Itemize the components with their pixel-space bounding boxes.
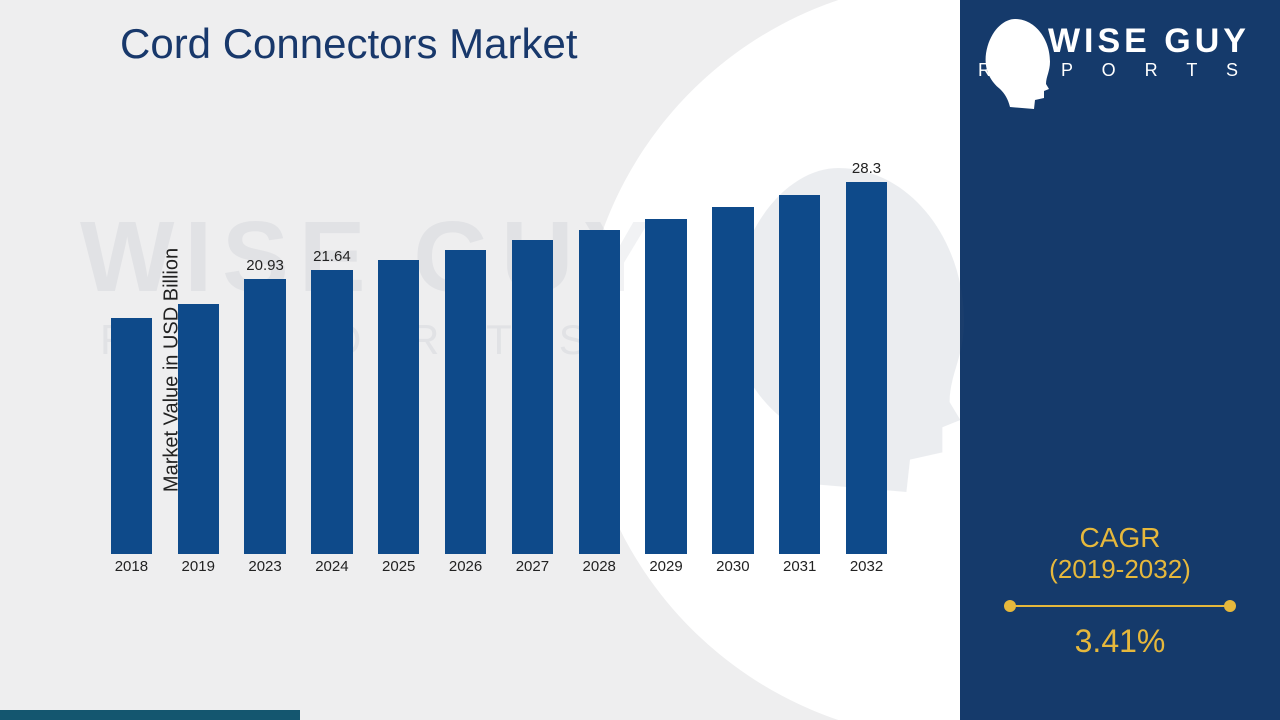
x-tick-label: 2031 <box>766 558 833 580</box>
bar-col: 21.64 <box>298 160 365 554</box>
bar <box>178 304 219 554</box>
bar <box>445 250 486 554</box>
cagr-range: (2019-2032) <box>1000 554 1240 585</box>
bar-col: 28.3 <box>833 160 900 554</box>
bar <box>512 240 553 554</box>
bar <box>645 219 686 554</box>
bar <box>712 207 753 554</box>
brand-line1: WISE GUY <box>978 24 1250 58</box>
bar <box>579 230 620 554</box>
brand-line2: R E P O R T S <box>978 60 1250 82</box>
x-tick-label: 2018 <box>98 558 165 580</box>
cagr-divider <box>1010 605 1230 607</box>
bar-col <box>499 160 566 554</box>
x-tick-label: 2023 <box>232 558 299 580</box>
x-tick-label: 2019 <box>165 558 232 580</box>
bars-container: 20.93 21.64 28.3 <box>98 160 900 554</box>
bar-col <box>98 160 165 554</box>
bar-col <box>566 160 633 554</box>
stage: WISE GUY R E P O R T S Cord Connectors M… <box>0 0 1280 720</box>
bar <box>846 182 887 554</box>
bar-col: 20.93 <box>232 160 299 554</box>
x-tick-label: 2027 <box>499 558 566 580</box>
bar-value-label: 20.93 <box>246 257 284 275</box>
x-tick-label: 2024 <box>298 558 365 580</box>
bar-col <box>365 160 432 554</box>
plot-area: 20.93 21.64 28.3 <box>98 160 900 554</box>
bar <box>378 260 419 554</box>
bar-col <box>165 160 232 554</box>
bar-col <box>699 160 766 554</box>
bar <box>311 270 352 554</box>
cagr-value: 3.41% <box>1000 623 1240 660</box>
cagr-box: CAGR (2019-2032) 3.41% <box>1000 522 1240 660</box>
x-tick-label: 2030 <box>699 558 766 580</box>
chart-title: Cord Connectors Market <box>120 20 578 68</box>
bar-col <box>633 160 700 554</box>
x-axis-labels: 2018201920232024202520262027202820292030… <box>98 558 900 580</box>
bar-chart: Market Value in USD Billion 20.9321.6428… <box>60 160 900 580</box>
x-tick-label: 2032 <box>833 558 900 580</box>
x-tick-label: 2029 <box>633 558 700 580</box>
x-tick-label: 2026 <box>432 558 499 580</box>
bar-value-label: 21.64 <box>313 248 351 266</box>
bar <box>111 318 152 554</box>
bar-col <box>766 160 833 554</box>
bar <box>244 279 285 554</box>
brand-block: WISE GUY R E P O R T S <box>978 24 1250 82</box>
x-tick-label: 2028 <box>566 558 633 580</box>
bar <box>779 195 820 554</box>
footer-accent-bar <box>0 710 300 720</box>
x-tick-label: 2025 <box>365 558 432 580</box>
bar-col <box>432 160 499 554</box>
cagr-label: CAGR <box>1000 522 1240 554</box>
bar-value-label: 28.3 <box>852 160 881 178</box>
